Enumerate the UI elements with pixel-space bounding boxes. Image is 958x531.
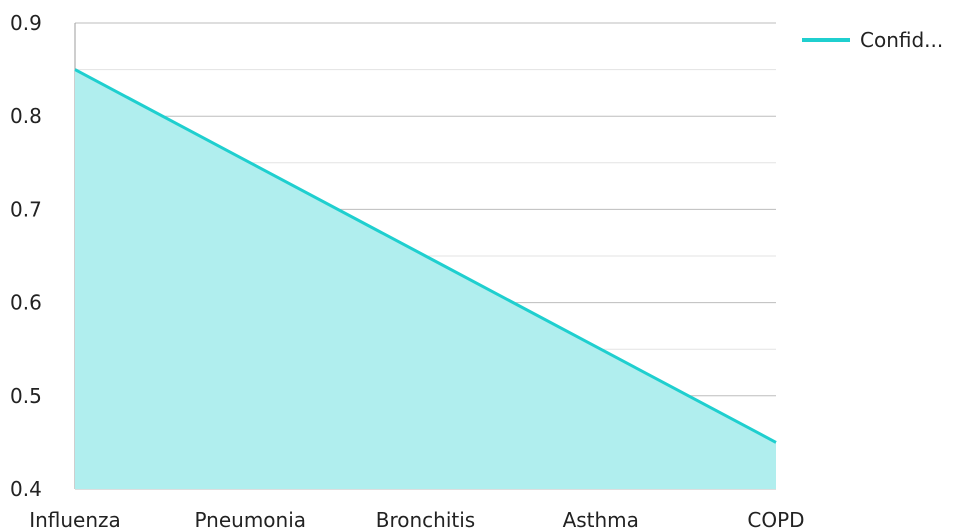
legend-label: Confid... xyxy=(860,28,943,52)
y-tick-label: 0.5 xyxy=(10,384,42,408)
y-tick-label: 0.6 xyxy=(10,291,42,315)
legend[interactable]: Confid... xyxy=(802,28,943,52)
y-tick-label: 0.8 xyxy=(10,104,42,128)
y-tick-label: 0.9 xyxy=(10,11,42,35)
area-fill xyxy=(75,69,776,489)
x-tick-label: COPD xyxy=(747,508,804,531)
area-series xyxy=(74,68,777,489)
x-tick-label: Influenza xyxy=(29,508,121,531)
y-tick-label: 0.4 xyxy=(10,477,42,501)
x-tick-label: Pneumonia xyxy=(194,508,306,531)
series-line[interactable] xyxy=(74,68,777,444)
x-axis-tick-labels: Influenza Pneumonia Bronchitis Asthma COPD xyxy=(29,508,804,531)
y-axis-tick-labels: 0.4 0.5 0.6 0.7 0.8 0.9 xyxy=(10,11,42,501)
y-tick-label: 0.7 xyxy=(10,197,42,221)
x-tick-label: Bronchitis xyxy=(376,508,475,531)
x-tick-label: Asthma xyxy=(563,508,639,531)
